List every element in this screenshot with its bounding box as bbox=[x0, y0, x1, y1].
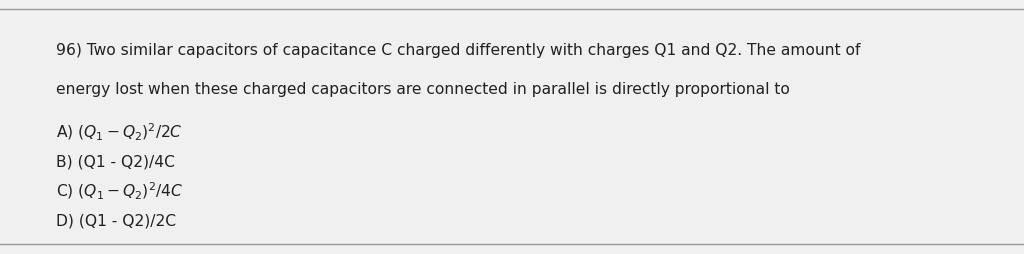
Text: B) (Q1 - Q2)/4C: B) (Q1 - Q2)/4C bbox=[56, 154, 175, 169]
Text: 96) Two similar capacitors of capacitance C charged differently with charges Q1 : 96) Two similar capacitors of capacitanc… bbox=[56, 43, 861, 58]
Text: A) $(Q_1 - Q_2)^2/2C$: A) $(Q_1 - Q_2)^2/2C$ bbox=[56, 122, 183, 142]
Text: energy lost when these charged capacitors are connected in parallel is directly : energy lost when these charged capacitor… bbox=[56, 82, 791, 96]
Text: C) $(Q_1 - Q_2)^2/4C$: C) $(Q_1 - Q_2)^2/4C$ bbox=[56, 180, 183, 201]
Text: D) (Q1 - Q2)/2C: D) (Q1 - Q2)/2C bbox=[56, 212, 176, 227]
